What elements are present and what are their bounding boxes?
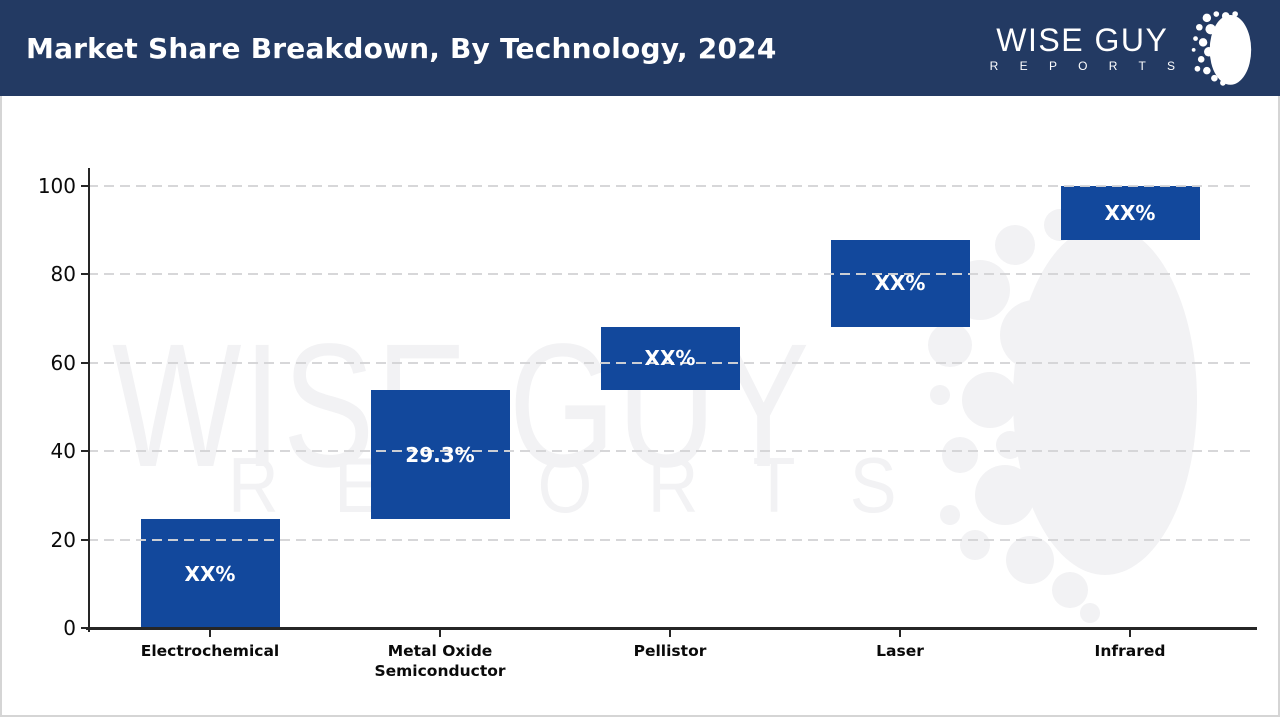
x-tick-0	[209, 630, 211, 637]
y-tick-40	[81, 450, 88, 453]
bar-3	[830, 239, 970, 327]
y-tick-label-100: 100	[37, 174, 76, 198]
wiseguy-head-icon	[1191, 11, 1252, 86]
x-tick-3	[899, 630, 901, 637]
x-tick-label-4: Infrared	[1094, 642, 1166, 660]
y-tick-80	[81, 273, 88, 276]
bar-0	[140, 519, 280, 628]
y-tick-20	[81, 538, 88, 541]
wiseguy-logo: WISE GUY R E P O R T S	[981, 8, 1254, 88]
wiseguy-logo-subtitle: R E P O R T S	[989, 59, 1184, 73]
bar-label-3: XX%	[874, 271, 926, 296]
gridline-40	[88, 450, 1254, 453]
y-tick-60	[81, 361, 88, 364]
y-tick-label-20: 20	[50, 527, 76, 552]
gridline-100	[88, 185, 1254, 187]
x-axis-line	[86, 627, 1257, 630]
x-tick-label-0: Electrochemical	[140, 642, 280, 660]
y-axis-line	[88, 168, 90, 632]
x-tick-2	[669, 630, 671, 637]
chart: 0 20 40 60 80 100 XX% Electrochemical 29.3% Metal…	[0, 96, 1280, 717]
wiseguy-logo-text: WISE GUY R E P O R T S	[981, 24, 1184, 72]
y-tick-label-60: 60	[50, 350, 76, 375]
header-bar: Market Share Breakdown, By Technology, 2…	[0, 0, 1280, 96]
gridline-60	[88, 361, 1254, 364]
bar-2	[600, 326, 740, 390]
bar-label-0: XX%	[184, 561, 236, 586]
gridline-20	[88, 538, 1254, 541]
x-tick-label-3: Laser	[876, 642, 924, 660]
gridline-80	[88, 273, 1254, 276]
x-tick-label-2: Pellistor	[633, 642, 707, 660]
y-tick-label-0: 0	[63, 616, 76, 640]
page-title: Market Share Breakdown, By Technology, 2…	[26, 31, 777, 65]
x-tick-label-1: Metal Oxide Semiconductor	[374, 642, 506, 680]
x-tick-1	[439, 630, 441, 637]
y-tick-0	[81, 627, 88, 629]
wiseguy-logo-name: WISE GUY	[996, 22, 1169, 58]
y-tick-label-40: 40	[50, 439, 76, 464]
x-tick-4	[1129, 630, 1131, 637]
y-tick-label-80: 80	[50, 262, 76, 287]
y-tick-100	[81, 185, 88, 187]
bar-label-4: XX%	[1104, 200, 1156, 225]
bar-label-1: 29.3%	[405, 442, 475, 467]
bar-label-2: XX%	[644, 346, 696, 371]
bar-1	[370, 389, 510, 520]
watermark-reports: R E P O R T S	[228, 441, 915, 529]
bar-4	[1060, 186, 1200, 240]
